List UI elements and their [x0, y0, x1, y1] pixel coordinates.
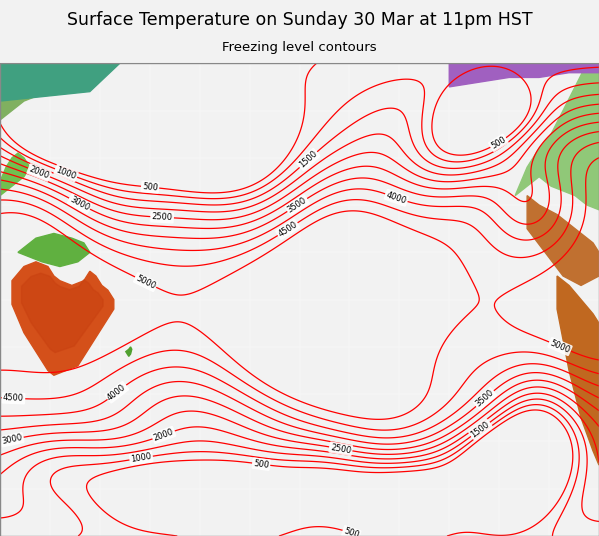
Polygon shape [126, 347, 132, 356]
Text: 4000: 4000 [106, 382, 128, 402]
Polygon shape [18, 234, 90, 266]
Text: 500: 500 [142, 182, 158, 192]
Text: 500: 500 [489, 135, 507, 151]
Text: 1000: 1000 [130, 452, 152, 464]
Text: 3500: 3500 [286, 196, 308, 214]
Polygon shape [557, 276, 599, 465]
Text: 1500: 1500 [469, 420, 492, 439]
Polygon shape [515, 63, 599, 210]
Text: 1000: 1000 [55, 165, 77, 181]
Text: 3000: 3000 [68, 195, 91, 213]
Text: 4500: 4500 [276, 220, 299, 239]
Text: Surface Temperature on Sunday 30 Mar at 11pm HST: Surface Temperature on Sunday 30 Mar at … [66, 11, 533, 29]
Text: 2500: 2500 [152, 212, 173, 222]
Text: 2500: 2500 [329, 443, 352, 455]
Polygon shape [12, 262, 114, 375]
Text: 3000: 3000 [1, 433, 23, 446]
Text: 500: 500 [343, 526, 360, 536]
Text: 2000: 2000 [152, 427, 175, 443]
Polygon shape [0, 82, 36, 120]
Polygon shape [527, 196, 599, 286]
Polygon shape [0, 153, 30, 196]
Text: 4500: 4500 [3, 393, 24, 403]
Text: 3500: 3500 [474, 388, 496, 409]
Polygon shape [22, 273, 103, 353]
Text: 4000: 4000 [385, 190, 408, 205]
Text: 2000: 2000 [28, 165, 50, 181]
Text: 5000: 5000 [549, 338, 571, 355]
Text: 500: 500 [253, 459, 270, 470]
Text: Freezing level contours: Freezing level contours [222, 41, 377, 54]
Text: 1500: 1500 [298, 149, 319, 170]
Polygon shape [0, 63, 120, 101]
Text: 5000: 5000 [134, 273, 157, 291]
Polygon shape [449, 63, 599, 87]
